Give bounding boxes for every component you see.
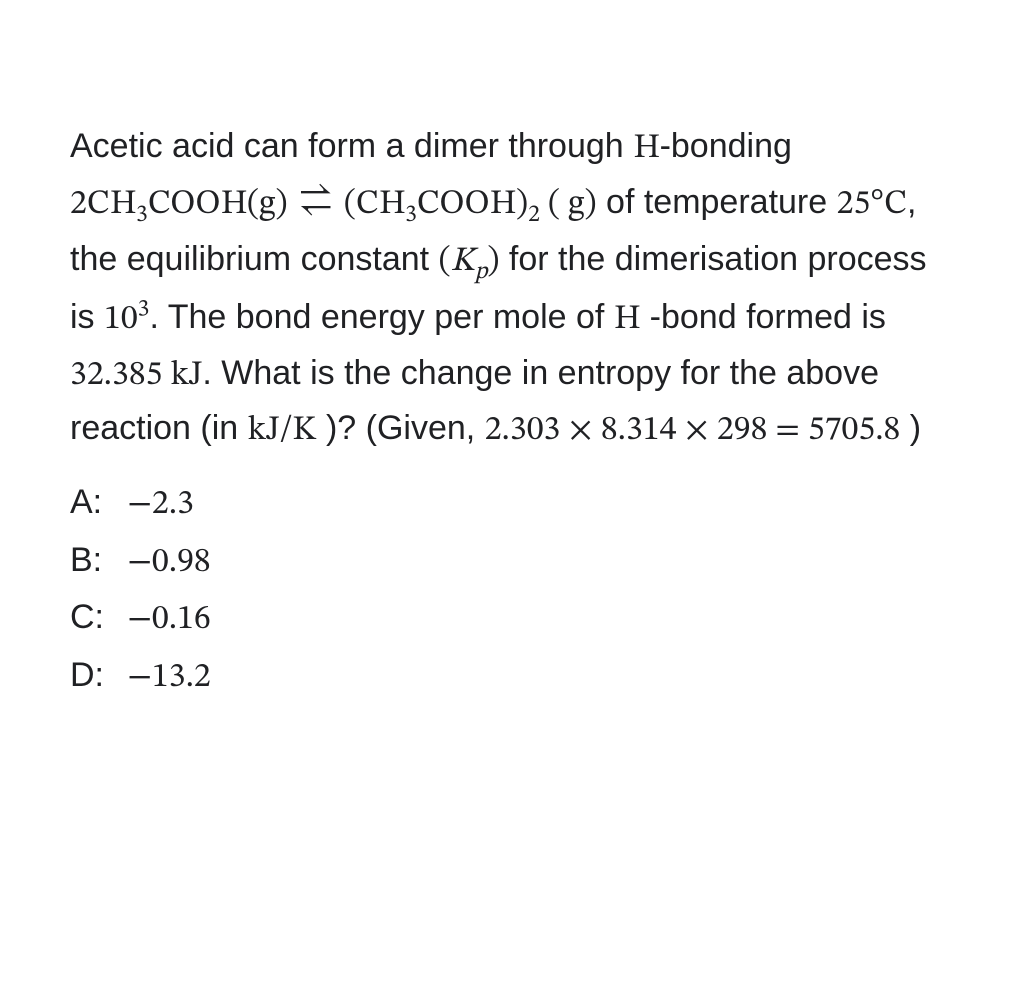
eq-rhs-g: ( g) bbox=[540, 188, 597, 222]
kp-close: ) bbox=[487, 245, 499, 279]
q-t3: of temperature bbox=[597, 183, 837, 221]
unit: kJ/K bbox=[248, 414, 317, 448]
question-text: Acetic acid can form a dimer through H-b… bbox=[70, 120, 954, 458]
q-t1: Acetic acid can form a dimer through bbox=[70, 127, 633, 165]
kp: (Kp) bbox=[439, 245, 500, 279]
q-H2: H bbox=[614, 303, 640, 337]
option-d-label: D: bbox=[70, 649, 118, 702]
option-a-label: A: bbox=[70, 476, 118, 529]
q-t7: -bond formed is bbox=[640, 298, 886, 336]
option-b[interactable]: B: −0.98 bbox=[70, 534, 954, 590]
equilibrium-arrows-icon bbox=[299, 186, 332, 217]
ten-cubed: 103 bbox=[104, 303, 149, 337]
options-list: A: −2.3 B: −0.98 C: −0.16 D: −13.2 bbox=[70, 476, 954, 705]
option-a-value: −2.3 bbox=[127, 488, 193, 522]
q-t9: )? (Given, bbox=[317, 409, 485, 447]
eq-rhs: (CH3COOH)2 ( g) bbox=[344, 188, 597, 222]
given: 2.303 × 8.314 × 298 = 5705.8 bbox=[485, 414, 901, 448]
eq-rhs-2: 2 bbox=[528, 202, 540, 226]
eq-rhs-3: 3 bbox=[405, 202, 417, 226]
kp-open: ( bbox=[439, 245, 451, 279]
page: Acetic acid can form a dimer through H-b… bbox=[0, 0, 1024, 705]
option-c-label: C: bbox=[70, 591, 118, 644]
option-c[interactable]: C: −0.16 bbox=[70, 591, 954, 647]
option-a[interactable]: A: −2.3 bbox=[70, 476, 954, 532]
q-t10: ) bbox=[900, 409, 921, 447]
eq-rhs-open: ( bbox=[344, 188, 356, 222]
q-temp: 25°C bbox=[837, 188, 907, 222]
q-H: H bbox=[633, 132, 659, 166]
q-t6: . The bond energy per mole of bbox=[149, 298, 613, 336]
option-c-value: −0.16 bbox=[127, 603, 210, 637]
option-d-value: −13.2 bbox=[127, 661, 210, 695]
eq-lhs: 2CH3COOH(g) bbox=[70, 188, 288, 222]
kp-p: p bbox=[475, 260, 488, 284]
eq-lhs-cooh: COOH(g) bbox=[148, 188, 288, 222]
eq-lhs-ch3: CH bbox=[87, 188, 136, 222]
option-b-label: B: bbox=[70, 534, 118, 587]
eq-lhs-coef: 2 bbox=[70, 188, 87, 222]
q-t2: -bonding bbox=[660, 127, 792, 165]
eq-lhs-3: 3 bbox=[136, 202, 148, 226]
bond-energy: 32.385 kJ bbox=[70, 359, 202, 393]
eq-rhs-ch3: CH bbox=[356, 188, 405, 222]
cube: 3 bbox=[138, 298, 150, 322]
kp-K: K bbox=[451, 245, 475, 279]
option-b-value: −0.98 bbox=[127, 546, 210, 580]
eq-rhs-cooh: COOH) bbox=[417, 188, 528, 222]
option-d[interactable]: D: −13.2 bbox=[70, 649, 954, 705]
ten: 10 bbox=[104, 303, 138, 337]
